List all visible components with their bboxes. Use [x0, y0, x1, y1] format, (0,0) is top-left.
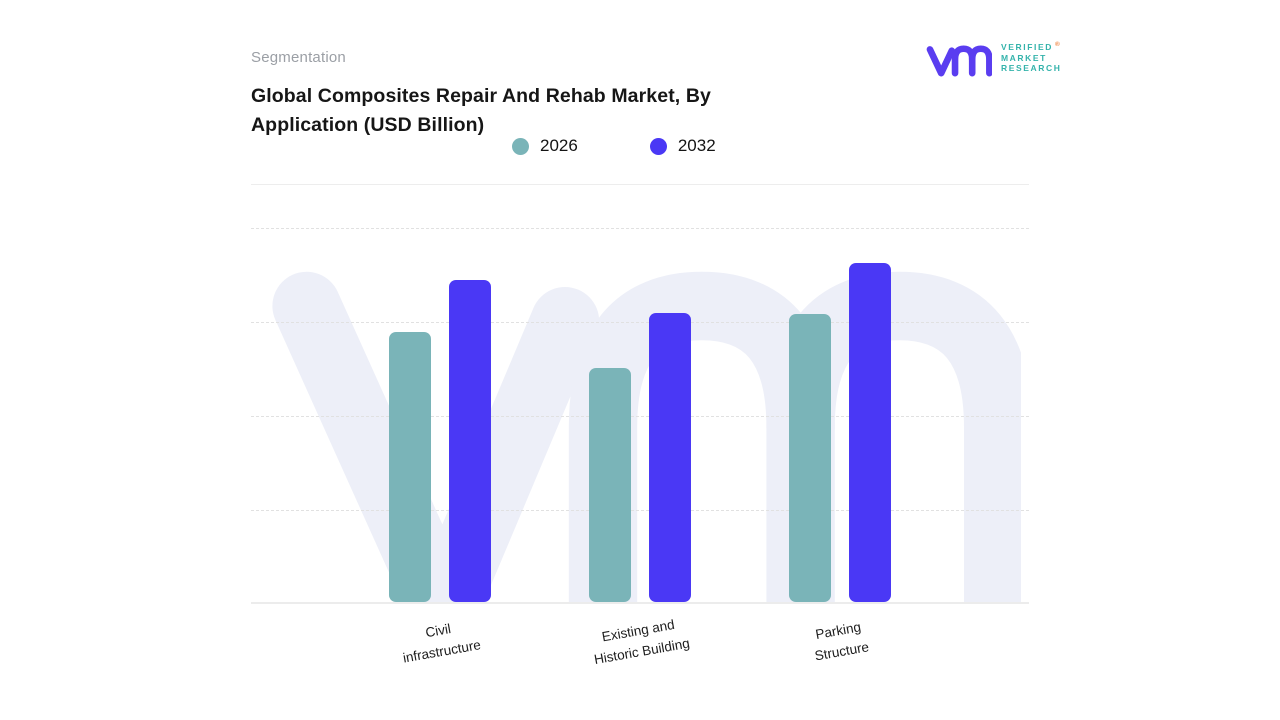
- bar-2026: [389, 331, 431, 602]
- legend-dot-icon: [649, 137, 667, 155]
- vmr-logo: VERIFIED ® MARKET RESEARCH: [926, 38, 1062, 78]
- chart-title: Global Composites Repair And Rehab Marke…: [251, 85, 711, 136]
- bar-group: Parking Structure: [789, 228, 891, 663]
- legend-item-2026: 2026: [512, 136, 578, 156]
- bar-2026: [589, 368, 631, 602]
- bar-2032: [649, 312, 691, 602]
- logo-line-3: RESEARCH: [1001, 63, 1062, 74]
- plot-area: Civil infrastructure Existing and Histori…: [251, 228, 1029, 667]
- header-separator: [251, 184, 1029, 185]
- x-axis-label: Civil infrastructure: [401, 621, 482, 666]
- bar-group: Existing and Historic Building: [589, 228, 691, 667]
- bar-2026: [789, 313, 831, 602]
- legend-dot-icon: [512, 137, 529, 155]
- legend-label: 2026: [540, 136, 578, 155]
- vmr-monogram-icon: [926, 45, 992, 77]
- registered-trademark: ®: [1055, 41, 1062, 49]
- bar-2032: [449, 279, 491, 602]
- logo-wordmark: VERIFIED ® MARKET RESEARCH: [1001, 42, 1062, 74]
- logo-line-2: MARKET: [1001, 52, 1047, 63]
- logo-word-verified: VERIFIED: [1001, 42, 1054, 53]
- legend-label: 2032: [677, 136, 716, 155]
- x-axis-label: Parking Structure: [813, 619, 871, 664]
- eyebrow-segmentation: Segmentation: [251, 49, 346, 66]
- bar-2032: [849, 262, 891, 602]
- logo-line-1: VERIFIED ®: [1001, 42, 1062, 53]
- chart-area: Civil infrastructure Existing and Histori…: [251, 228, 1029, 667]
- legend-item-2032: 2032: [649, 136, 716, 156]
- x-axis-label: Existing and Historic Building: [592, 616, 691, 668]
- bar-group: Civil infrastructure: [389, 228, 491, 666]
- legend: 2026 2032: [512, 136, 716, 156]
